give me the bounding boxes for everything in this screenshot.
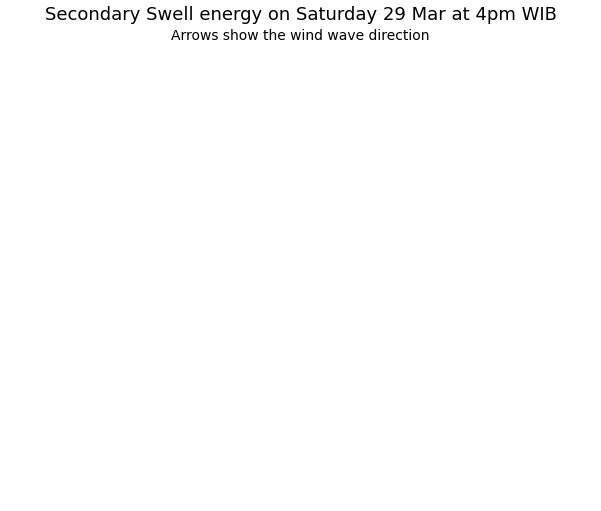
Text: Arrows show the wind wave direction: Arrows show the wind wave direction (171, 29, 430, 43)
Text: Secondary Swell energy on Saturday 29 Mar at 4pm WIB: Secondary Swell energy on Saturday 29 Ma… (44, 6, 557, 24)
Text: Cartopy not available: Cartopy not available (225, 271, 376, 286)
